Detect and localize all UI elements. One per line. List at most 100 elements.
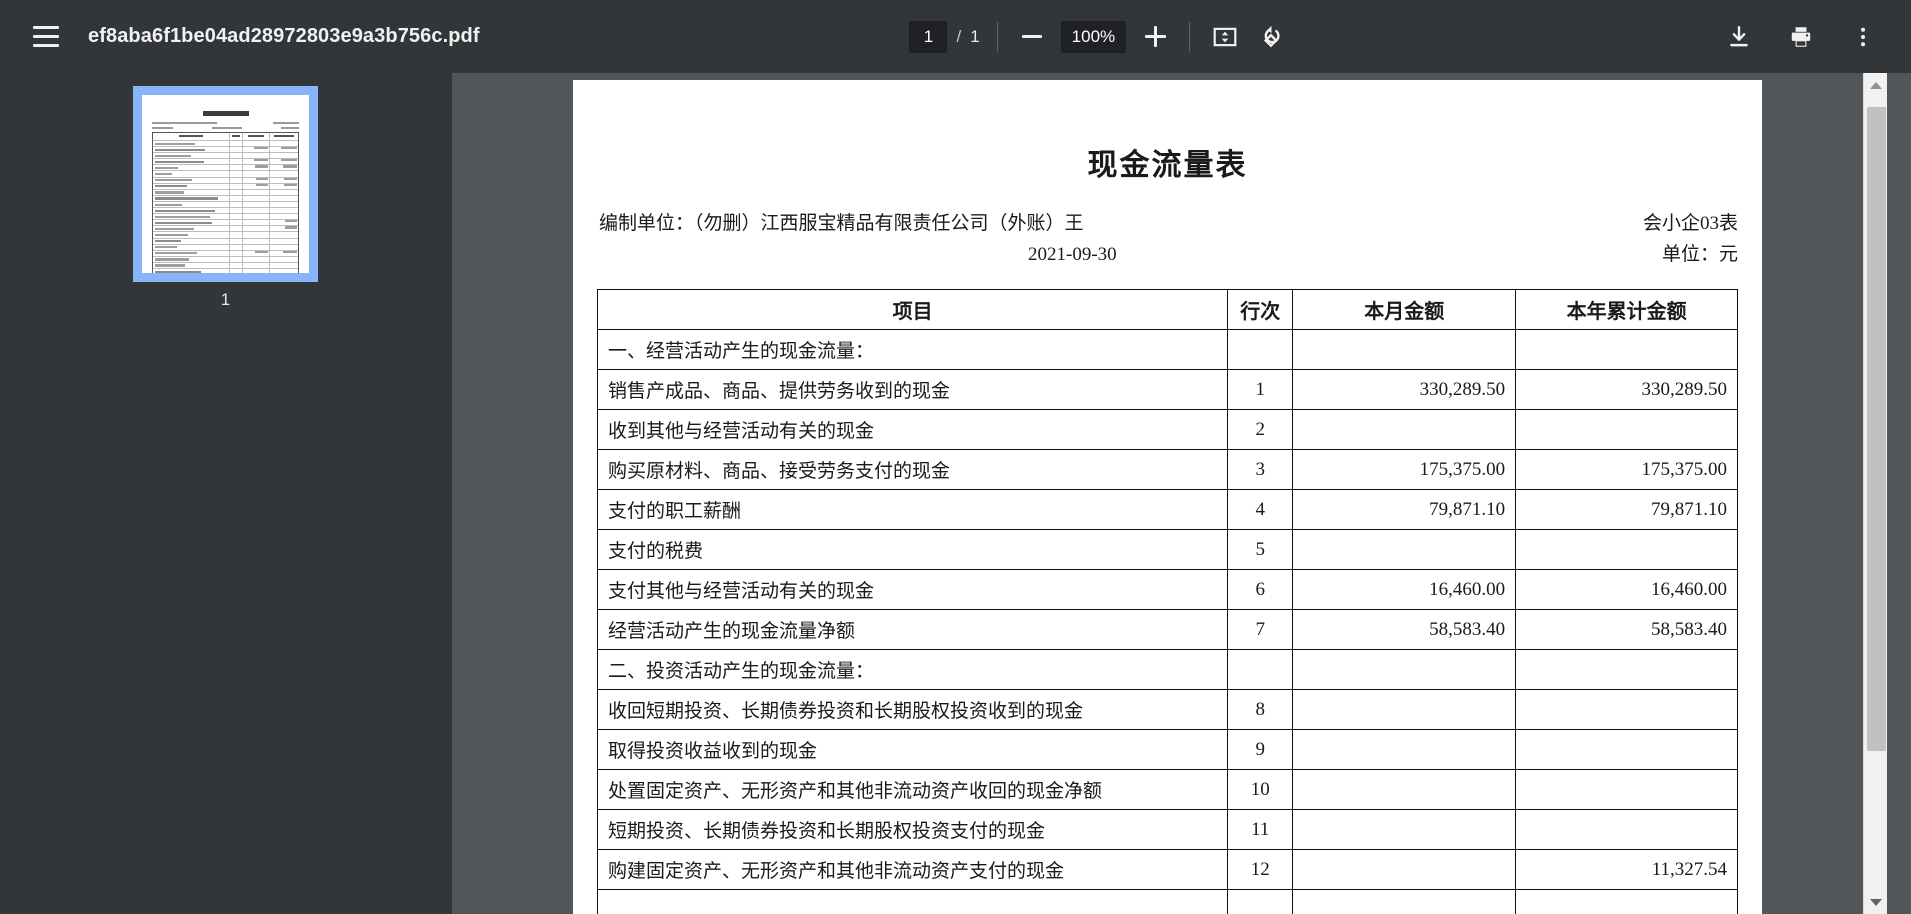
table-row: 收到其他与经营活动有关的现金 2 [596,409,1738,450]
cell-item: 购建固定资产、无形资产和其他非流动资产支付的现金 [596,849,1229,890]
cell-month-amount [1292,729,1517,770]
cell-item: 购买原材料、商品、接受劳务支付的现金 [596,449,1229,490]
cell-item: 支付的税费 [596,529,1229,570]
page-navigation: / 1 [909,20,980,53]
cell-year-amount: 16,460.00 [1515,569,1738,610]
page-number-input[interactable] [909,20,948,53]
table-row: 收回短期投资、长期债券投资和长期股权投资收到的现金 8 [596,689,1738,730]
fit-to-page-icon [1213,27,1237,46]
more-options-button[interactable] [1845,19,1881,55]
vertical-scrollbar[interactable] [1863,73,1887,914]
zoom-level-value[interactable]: 100% [1060,20,1127,53]
thumbnail-sidebar: 1 [0,73,452,914]
scrollbar-thumb[interactable] [1867,107,1886,751]
cell-item: 取得投资收益收到的现金 [596,729,1229,770]
download-button[interactable] [1721,19,1757,55]
plus-icon [1144,26,1166,47]
table-row: 购买原材料、商品、接受劳务支付的现金 3 175,375.00 175,375.00 [596,449,1738,490]
scroll-down-arrow-icon[interactable] [1864,890,1887,914]
cell-year-amount: 330,289.50 [1515,369,1738,410]
thumbnail-page-1[interactable] [133,86,318,282]
cell-year-amount: 79,871.10 [1515,489,1738,530]
page-title: ef8aba6f1be04ad28972803e9a3b756c.pdf [88,25,480,47]
cell-line-number: 10 [1227,769,1294,810]
toolbar-divider-1 [996,21,998,52]
cell-month-amount [1292,889,1517,914]
document-title: 现金流量表 [1087,149,1248,182]
column-header-month: 本月金额 [1292,289,1517,330]
cell-month-amount [1292,689,1517,730]
cell-year-amount: 175,375.00 [1515,449,1738,490]
thumbnail-table [152,132,299,273]
table-row: 购建固定资产、无形资产和其他非流动资产支付的现金 12 11,327.54 [596,849,1738,890]
cell-year-amount [1515,809,1738,850]
zoom-out-button[interactable] [1015,20,1049,54]
preparer-label: 编制单位：（勿删）江西服宝精品有限责任公司（外账）王 [599,213,1084,234]
table-row: 取得投资收益收到的现金 9 [596,729,1738,770]
hamburger-icon[interactable] [26,17,66,57]
cell-year-amount [1515,689,1738,730]
cell-line-number: 12 [1227,849,1294,890]
thumbnail-meta [152,122,299,124]
cell-line-number: 8 [1227,689,1294,730]
cell-line-number: 5 [1227,529,1294,570]
zoom-controls: 100% [1015,20,1172,54]
fit-to-page-button[interactable] [1207,19,1243,55]
table-row [596,889,1738,914]
toolbar-right-group [1721,19,1911,55]
report-date: 2021-09-30 [1028,244,1117,265]
cell-item: 支付其他与经营活动有关的现金 [596,569,1229,610]
more-vertical-icon [1860,27,1866,46]
cell-month-amount [1292,649,1517,690]
column-header-line-no: 行次 [1227,289,1294,330]
cell-item: 一、经营活动产生的现金流量： [596,329,1229,370]
cell-item: 处置固定资产、无形资产和其他非流动资产收回的现金净额 [596,769,1229,810]
cell-month-amount [1292,769,1517,810]
column-header-year: 本年累计金额 [1515,289,1738,330]
table-header-row: 项目 行次 本月金额 本年累计金额 [596,289,1738,330]
rotate-button[interactable] [1255,19,1291,55]
cell-line-number [1227,329,1294,370]
cell-line-number: 11 [1227,809,1294,850]
scroll-up-arrow-icon[interactable] [1864,73,1887,97]
page-separator: / [956,26,962,46]
form-code: 会小企03表 [1642,213,1738,234]
cell-year-amount [1515,729,1738,770]
cell-line-number: 6 [1227,569,1294,610]
cell-month-amount [1292,809,1517,850]
table-row: 支付的职工薪酬 4 79,871.10 79,871.10 [596,489,1738,530]
pdf-viewer[interactable]: 现金流量表 编制单位：（勿删）江西服宝精品有限责任公司（外账）王 2021-09… [452,73,1887,914]
cell-line-number: 1 [1227,369,1294,410]
cell-month-amount: 58,583.40 [1292,609,1517,650]
cell-month-amount: 79,871.10 [1292,489,1517,530]
table-row: 销售产成品、商品、提供劳务收到的现金 1 330,289.50 330,289.50 [596,369,1738,410]
pdf-page-1: 现金流量表 编制单位：（勿删）江西服宝精品有限责任公司（外账）王 2021-09… [573,80,1762,914]
print-icon [1791,26,1811,47]
document-meta: 编制单位：（勿删）江西服宝精品有限责任公司（外账）王 2021-09-30 会小… [573,208,1762,274]
thumbnail-preview [142,95,309,273]
cell-item: 支付的职工薪酬 [596,489,1229,530]
cell-month-amount: 16,460.00 [1292,569,1517,610]
cell-month-amount [1292,409,1517,450]
column-header-item: 项目 [596,289,1229,330]
cell-item: 收到其他与经营活动有关的现金 [596,409,1229,450]
currency-unit: 单位：元 [1661,244,1738,265]
cell-month-amount: 175,375.00 [1292,449,1517,490]
cell-line-number [1227,889,1294,914]
table-row: 支付的税费 5 [596,529,1738,570]
cell-month-amount: 330,289.50 [1292,369,1517,410]
cell-line-number: 2 [1227,409,1294,450]
print-button[interactable] [1783,19,1819,55]
cell-item [596,889,1229,914]
cell-year-amount [1515,529,1738,570]
thumbnail-item[interactable]: 1 [133,86,318,310]
thumbnail-meta-2 [152,127,299,129]
toolbar-divider-2 [1189,21,1191,52]
cell-year-amount [1515,409,1738,450]
zoom-in-button[interactable] [1138,20,1172,54]
minus-icon [1021,35,1042,38]
toolbar-center-group: / 1 100% [480,19,1721,55]
table-head: 项目 行次 本月金额 本年累计金额 [596,289,1738,330]
cell-item: 二、投资活动产生的现金流量： [596,649,1229,690]
table-row: 二、投资活动产生的现金流量： [596,649,1738,690]
